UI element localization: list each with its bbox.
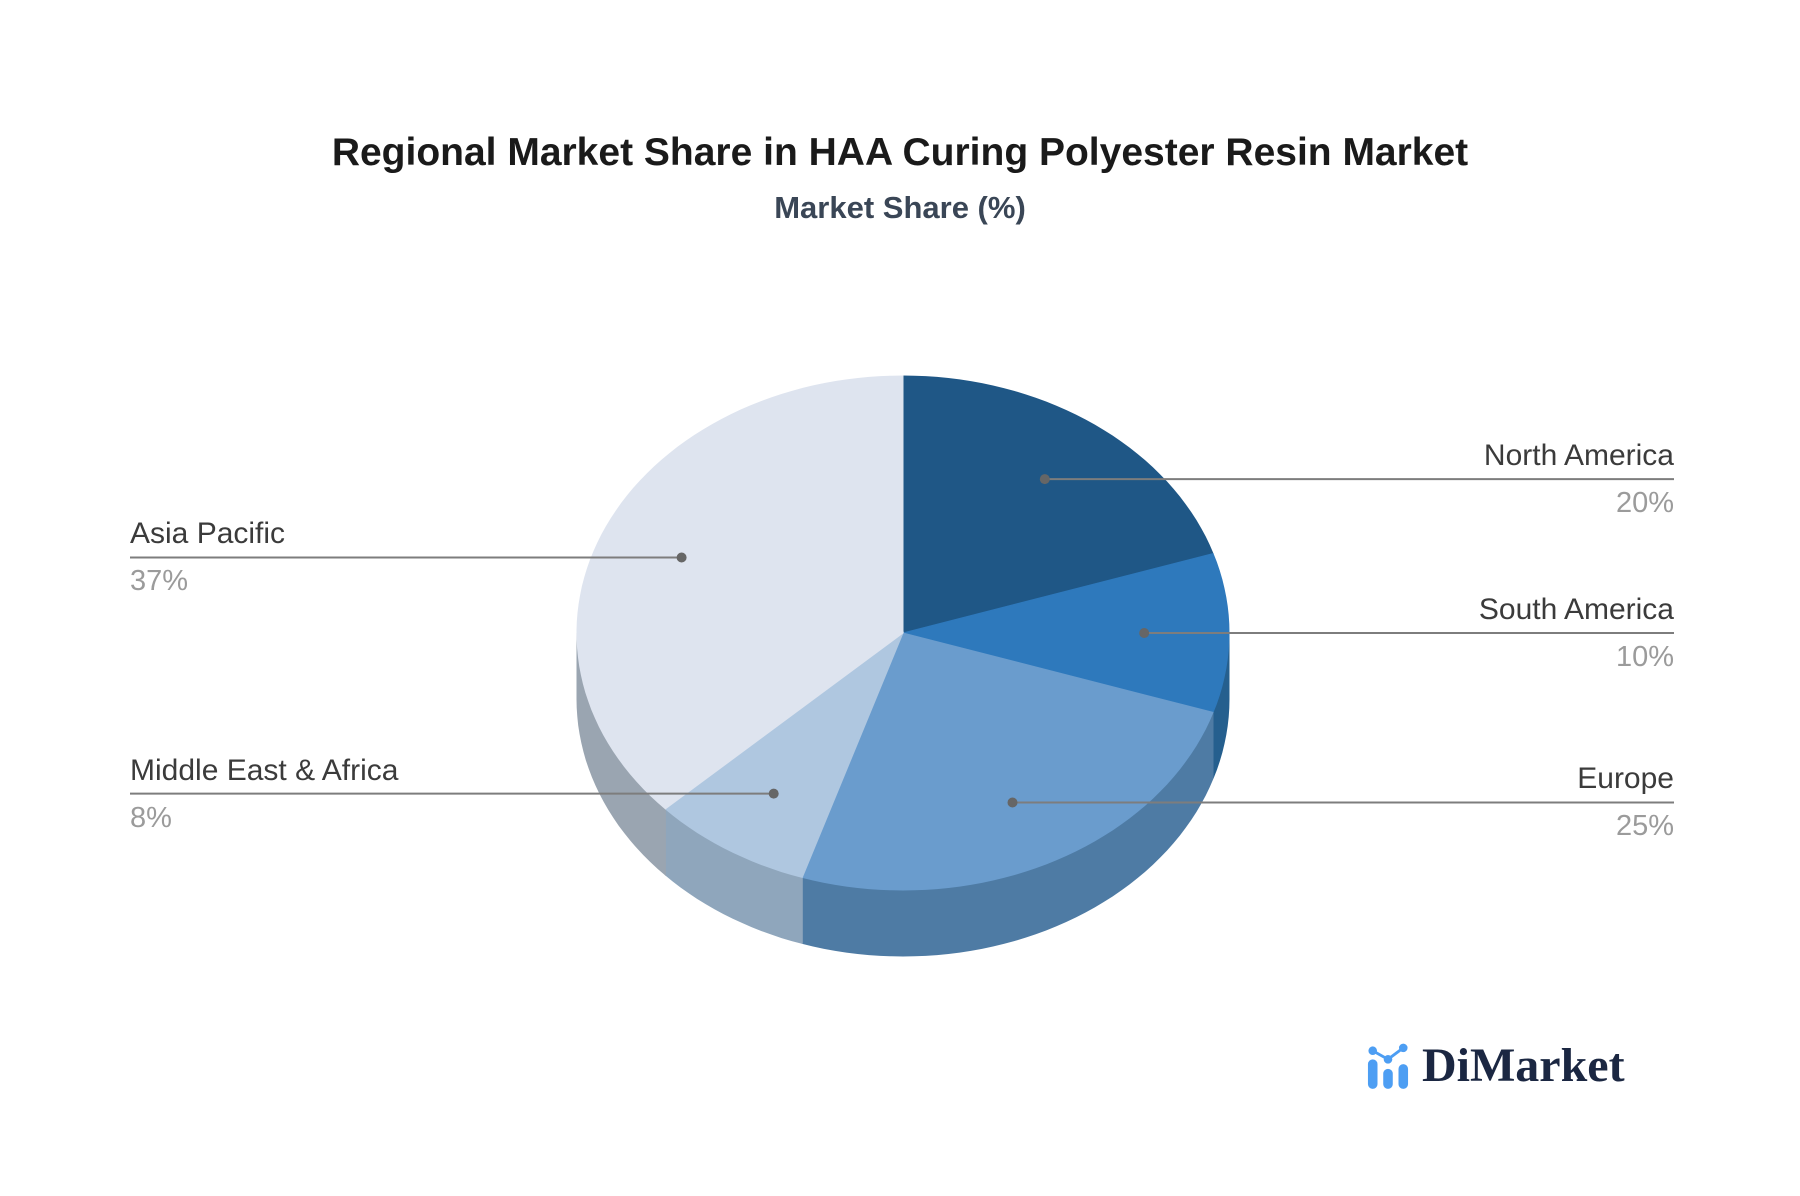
logo-bar — [1398, 1064, 1409, 1089]
pie-slice-europe[interactable] — [801, 632, 1214, 891]
logo-dot — [1383, 1055, 1393, 1064]
logo-bar — [1367, 1059, 1378, 1089]
chart-title: Regional Market Share in HAA Curing Poly… — [331, 131, 1469, 174]
logo-bar — [1383, 1068, 1393, 1089]
bar-line-chart-icon — [1367, 1043, 1409, 1089]
chart-subtitle: Market Share (%) — [774, 190, 1026, 225]
pie-slice-asia-pacific[interactable] — [576, 375, 904, 810]
callout-dot-north-america — [1039, 474, 1050, 485]
pie-slice-north-america[interactable] — [902, 375, 1214, 634]
logo-dot — [1368, 1046, 1378, 1056]
logo-dot — [1398, 1043, 1408, 1053]
callout-dot-middle-east-africa — [768, 788, 779, 799]
callout-dot-europe — [1007, 797, 1018, 808]
logo: DiMarket — [1367, 1040, 1625, 1092]
logo-text: DiMarket — [1422, 1039, 1625, 1092]
pie-slice-middle-east-africa[interactable] — [664, 631, 905, 878]
callout-dot-asia-pacific — [676, 552, 687, 563]
callout-dot-south-america — [1139, 628, 1150, 638]
